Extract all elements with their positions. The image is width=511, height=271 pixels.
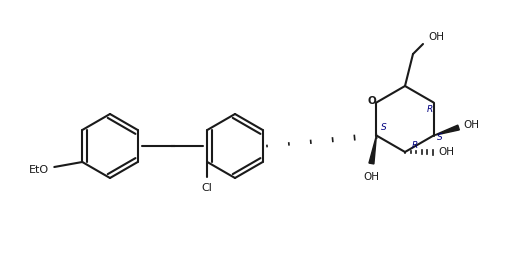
Text: OH: OH bbox=[463, 121, 480, 131]
Text: S: S bbox=[381, 123, 386, 132]
Text: Cl: Cl bbox=[202, 183, 213, 193]
Polygon shape bbox=[369, 136, 377, 164]
Text: R: R bbox=[427, 105, 433, 114]
Text: OH: OH bbox=[428, 32, 444, 42]
Text: OH: OH bbox=[438, 147, 454, 157]
Polygon shape bbox=[433, 125, 459, 136]
Text: EtO: EtO bbox=[29, 165, 49, 175]
Text: R: R bbox=[412, 140, 418, 150]
Text: O: O bbox=[367, 95, 376, 105]
Text: S: S bbox=[437, 133, 443, 142]
Text: OH: OH bbox=[363, 172, 380, 182]
